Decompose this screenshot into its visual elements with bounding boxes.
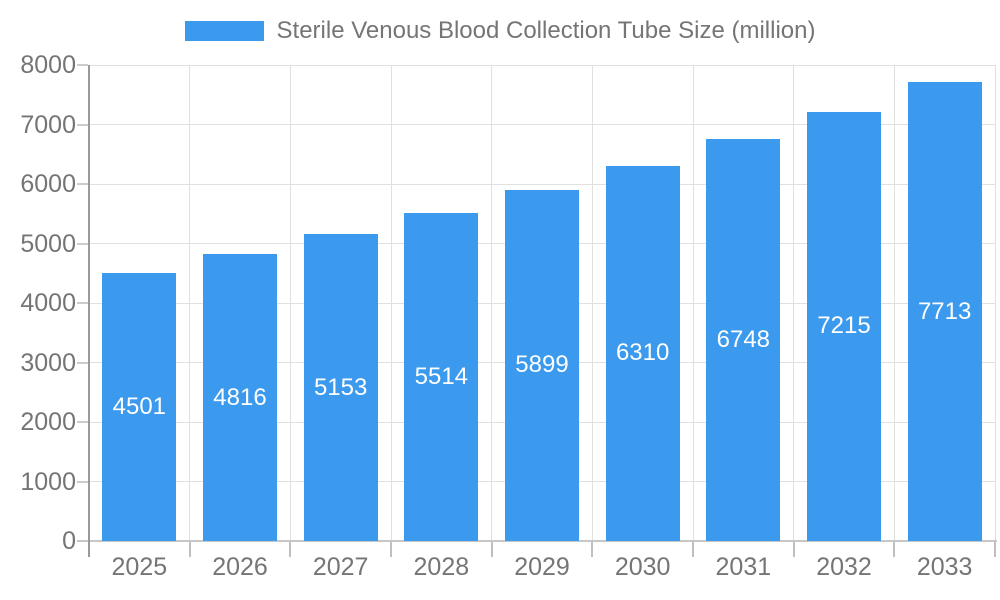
y-axis-label: 1000 — [20, 467, 76, 496]
x-axis-label: 2028 — [413, 553, 470, 581]
bar: 7713 — [907, 82, 982, 541]
bar: 4816 — [203, 254, 277, 541]
x-axis-label: 2031 — [715, 553, 772, 581]
bar: 5899 — [505, 190, 579, 541]
y-tick — [77, 361, 88, 364]
y-tick — [77, 242, 88, 245]
x-tick — [893, 541, 896, 557]
x-axis-label: 2032 — [816, 553, 872, 581]
x-axis-label: 2033 — [916, 553, 973, 581]
x-axis-label: 2029 — [514, 553, 570, 581]
y-tick — [77, 421, 88, 423]
y-axis-label: 3000 — [20, 348, 76, 377]
x-axis-label: 2030 — [614, 553, 671, 581]
x-tick — [490, 541, 493, 557]
y-axis-label: 4000 — [20, 289, 76, 317]
y-tick — [77, 302, 88, 304]
y-gridline — [89, 183, 995, 185]
bar-value-label: 7713 — [917, 297, 972, 325]
x-gridline — [893, 65, 895, 541]
y-gridline — [89, 124, 995, 125]
x-axis-label: 2026 — [212, 553, 268, 581]
y-axis-label: 8000 — [20, 51, 76, 79]
y-tick — [77, 123, 88, 126]
bar-value-label: 4501 — [112, 393, 167, 421]
bar-value-label: 5514 — [414, 362, 469, 390]
x-gridline — [692, 65, 694, 541]
y-tick — [77, 480, 88, 483]
bar-value-label: 5899 — [515, 351, 569, 379]
legend: Sterile Venous Blood Collection Tube Siz… — [0, 14, 1000, 48]
y-tick — [77, 183, 88, 185]
y-axis-label: 6000 — [20, 170, 76, 198]
x-axis-line — [77, 540, 997, 542]
x-gridline — [793, 65, 795, 541]
bar-value-label: 5153 — [313, 373, 368, 401]
x-gridline — [591, 65, 593, 541]
x-axis-label: 2025 — [111, 553, 168, 581]
x-axis-label: 2027 — [312, 553, 369, 581]
y-axis-label: 7000 — [20, 110, 76, 139]
y-axis-line — [88, 65, 90, 557]
y-axis-label: 2000 — [20, 408, 76, 436]
bar-value-label: 4816 — [213, 383, 267, 411]
bar-value-label: 6748 — [716, 326, 771, 354]
y-gridline — [89, 64, 995, 66]
legend-swatch — [184, 21, 264, 41]
x-gridline — [390, 65, 392, 541]
x-gridline — [491, 65, 493, 541]
x-gridline — [289, 65, 291, 541]
bar-value-label: 7215 — [817, 312, 871, 340]
bar: 6748 — [706, 139, 781, 541]
bar: 7215 — [807, 111, 881, 541]
legend-label: Sterile Venous Blood Collection Tube Siz… — [276, 17, 816, 44]
x-gridline — [994, 65, 996, 541]
x-tick — [390, 541, 392, 557]
x-tick — [188, 541, 191, 557]
x-tick — [692, 541, 694, 557]
bar-value-label: 6310 — [615, 339, 670, 367]
y-axis-label: 5000 — [20, 229, 76, 258]
bar: 6310 — [605, 165, 680, 541]
x-tick — [994, 541, 996, 557]
bar: 5153 — [303, 234, 378, 541]
y-tick — [77, 64, 88, 66]
y-axis-label: 0 — [62, 527, 76, 555]
x-gridline — [189, 65, 191, 541]
bar: 4501 — [102, 273, 177, 541]
x-tick — [792, 541, 795, 557]
bar: 5514 — [404, 212, 479, 541]
x-tick — [591, 541, 594, 557]
x-tick — [289, 541, 292, 557]
